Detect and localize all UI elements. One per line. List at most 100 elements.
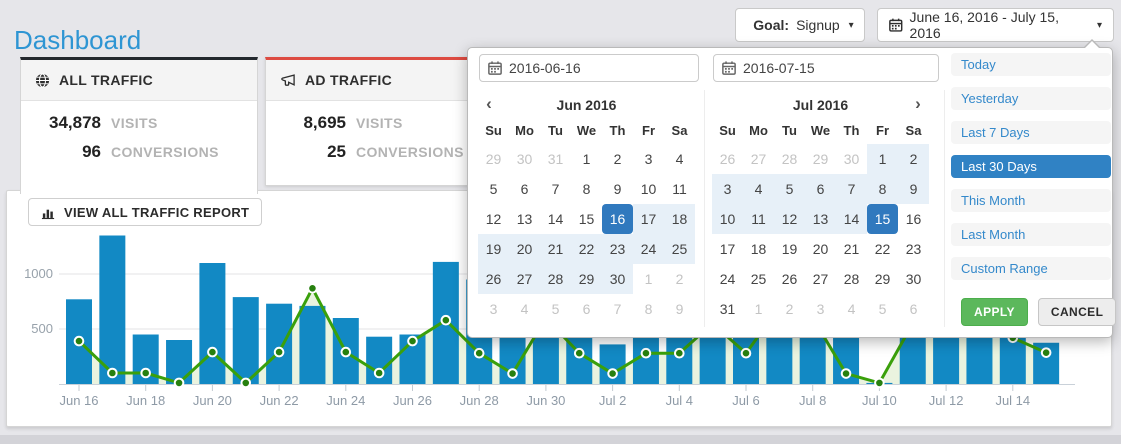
day-cell[interactable]: 1 <box>867 144 898 174</box>
day-cell[interactable]: 16 <box>905 211 922 227</box>
day-cell[interactable]: 31 <box>719 301 736 317</box>
cancel-button[interactable]: CANCEL <box>1037 298 1117 326</box>
day-cell[interactable]: 30 <box>905 271 922 287</box>
day-cell[interactable]: 8 <box>867 174 898 204</box>
day-cell[interactable]: 27 <box>812 271 829 287</box>
day-cell[interactable]: 23 <box>602 234 633 264</box>
day-cell[interactable]: 27 <box>509 264 540 294</box>
day-cell[interactable]: 2 <box>898 144 929 174</box>
day-cell[interactable]: 4 <box>847 301 856 317</box>
end-date-input[interactable] <box>713 54 939 82</box>
day-cell[interactable]: 2 <box>675 271 684 287</box>
day-cell[interactable]: 3 <box>644 151 653 167</box>
day-cell[interactable]: 6 <box>805 174 836 204</box>
day-cell[interactable]: 5 <box>878 301 887 317</box>
day-cell[interactable]: 29 <box>812 151 829 167</box>
day-cell[interactable]: 29 <box>874 271 891 287</box>
date-range-button[interactable]: June 16, 2016 - July 15, 2016 ▾ <box>877 8 1114 42</box>
prev-month-button[interactable]: ‹ <box>486 94 492 113</box>
day-cell[interactable]: 29 <box>485 151 502 167</box>
day-cell[interactable]: 9 <box>675 301 684 317</box>
day-cell[interactable]: 21 <box>540 234 571 264</box>
day-cell[interactable]: 5 <box>774 174 805 204</box>
day-cell[interactable]: 10 <box>712 204 743 234</box>
day-cell[interactable]: 26 <box>781 271 798 287</box>
preset-item-custom-range[interactable]: Custom Range <box>951 257 1111 280</box>
start-date-input[interactable] <box>479 54 699 82</box>
preset-item-last-month[interactable]: Last Month <box>951 223 1111 246</box>
day-cell[interactable]: 13 <box>805 204 836 234</box>
day-cell[interactable]: 12 <box>774 204 805 234</box>
preset-item-this-month[interactable]: This Month <box>951 189 1111 212</box>
day-cell[interactable]: 8 <box>644 301 653 317</box>
goal-button[interactable]: Goal: Signup ▾ <box>735 8 865 42</box>
apply-button[interactable]: APPLY <box>961 298 1028 326</box>
day-cell[interactable]: 4 <box>520 301 529 317</box>
day-cell[interactable]: 15 <box>578 211 595 227</box>
preset-item-yesterday[interactable]: Yesterday <box>951 87 1111 110</box>
day-cell[interactable]: 17 <box>719 241 736 257</box>
day-cell[interactable]: 4 <box>743 174 774 204</box>
day-cell[interactable]: 26 <box>719 151 736 167</box>
day-cell[interactable]: 1 <box>754 301 763 317</box>
day-cell[interactable]: 31 <box>547 151 564 167</box>
day-cell[interactable]: 6 <box>582 301 591 317</box>
day-cell[interactable]: 3 <box>712 174 743 204</box>
day-cell[interactable]: 22 <box>874 241 891 257</box>
day-cell[interactable]: 7 <box>551 181 560 197</box>
day-cell[interactable]: 9 <box>613 181 622 197</box>
day-cell[interactable]: 28 <box>781 151 798 167</box>
day-cell[interactable]: 10 <box>640 181 657 197</box>
day-cell[interactable]: 17 <box>633 204 664 234</box>
day-cell[interactable]: 30 <box>602 264 633 294</box>
day-cell[interactable]: 11 <box>672 181 687 197</box>
day-cell[interactable]: 25 <box>750 271 767 287</box>
day-cell[interactable]: 26 <box>478 264 509 294</box>
day-cell[interactable]: 6 <box>520 181 529 197</box>
day-cell[interactable]: 1 <box>582 151 591 167</box>
day-cell[interactable]: 2 <box>785 301 794 317</box>
day-cell[interactable]: 7 <box>836 174 867 204</box>
day-cell-selected[interactable]: 16 <box>602 204 633 234</box>
day-cell[interactable]: 29 <box>571 264 602 294</box>
day-cell[interactable]: 19 <box>781 241 798 257</box>
day-cell[interactable]: 24 <box>633 234 664 264</box>
day-cell[interactable]: 23 <box>905 241 922 257</box>
day-cell[interactable]: 2 <box>613 151 622 167</box>
day-cell[interactable]: 22 <box>571 234 602 264</box>
day-cell[interactable]: 13 <box>516 211 533 227</box>
next-month-button[interactable]: › <box>915 94 921 113</box>
day-cell[interactable]: 24 <box>719 271 736 287</box>
day-cell[interactable]: 27 <box>750 151 767 167</box>
day-cell[interactable]: 25 <box>664 234 695 264</box>
day-cell[interactable]: 18 <box>750 241 767 257</box>
day-cell[interactable]: 19 <box>478 234 509 264</box>
day-cell[interactable]: 3 <box>489 301 498 317</box>
day-cell[interactable]: 18 <box>664 204 695 234</box>
day-cell-selected[interactable]: 15 <box>867 204 898 234</box>
day-cell[interactable]: 5 <box>551 301 560 317</box>
day-cell[interactable]: 12 <box>485 211 502 227</box>
day-cell[interactable]: 30 <box>516 151 533 167</box>
view-report-button[interactable]: VIEW ALL TRAFFIC REPORT <box>28 198 263 226</box>
day-cell[interactable]: 21 <box>843 241 860 257</box>
day-cell[interactable]: 20 <box>812 241 829 257</box>
preset-item-last-30-days[interactable]: Last 30 Days <box>951 155 1111 178</box>
day-cell[interactable]: 14 <box>836 204 867 234</box>
day-cell[interactable]: 28 <box>540 264 571 294</box>
day-cell[interactable]: 1 <box>644 271 653 287</box>
day-cell[interactable]: 5 <box>489 181 498 197</box>
day-cell[interactable]: 11 <box>743 204 774 234</box>
preset-item-last-7-days[interactable]: Last 7 Days <box>951 121 1111 144</box>
day-cell[interactable]: 9 <box>898 174 929 204</box>
day-cell[interactable]: 4 <box>675 151 684 167</box>
day-cell[interactable]: 14 <box>547 211 564 227</box>
day-cell[interactable]: 6 <box>909 301 918 317</box>
preset-item-today[interactable]: Today <box>951 53 1111 76</box>
day-cell[interactable]: 28 <box>843 271 860 287</box>
day-cell[interactable]: 8 <box>582 181 591 197</box>
day-cell[interactable]: 3 <box>816 301 825 317</box>
day-cell[interactable]: 30 <box>843 151 860 167</box>
day-cell[interactable]: 7 <box>613 301 622 317</box>
day-cell[interactable]: 20 <box>509 234 540 264</box>
